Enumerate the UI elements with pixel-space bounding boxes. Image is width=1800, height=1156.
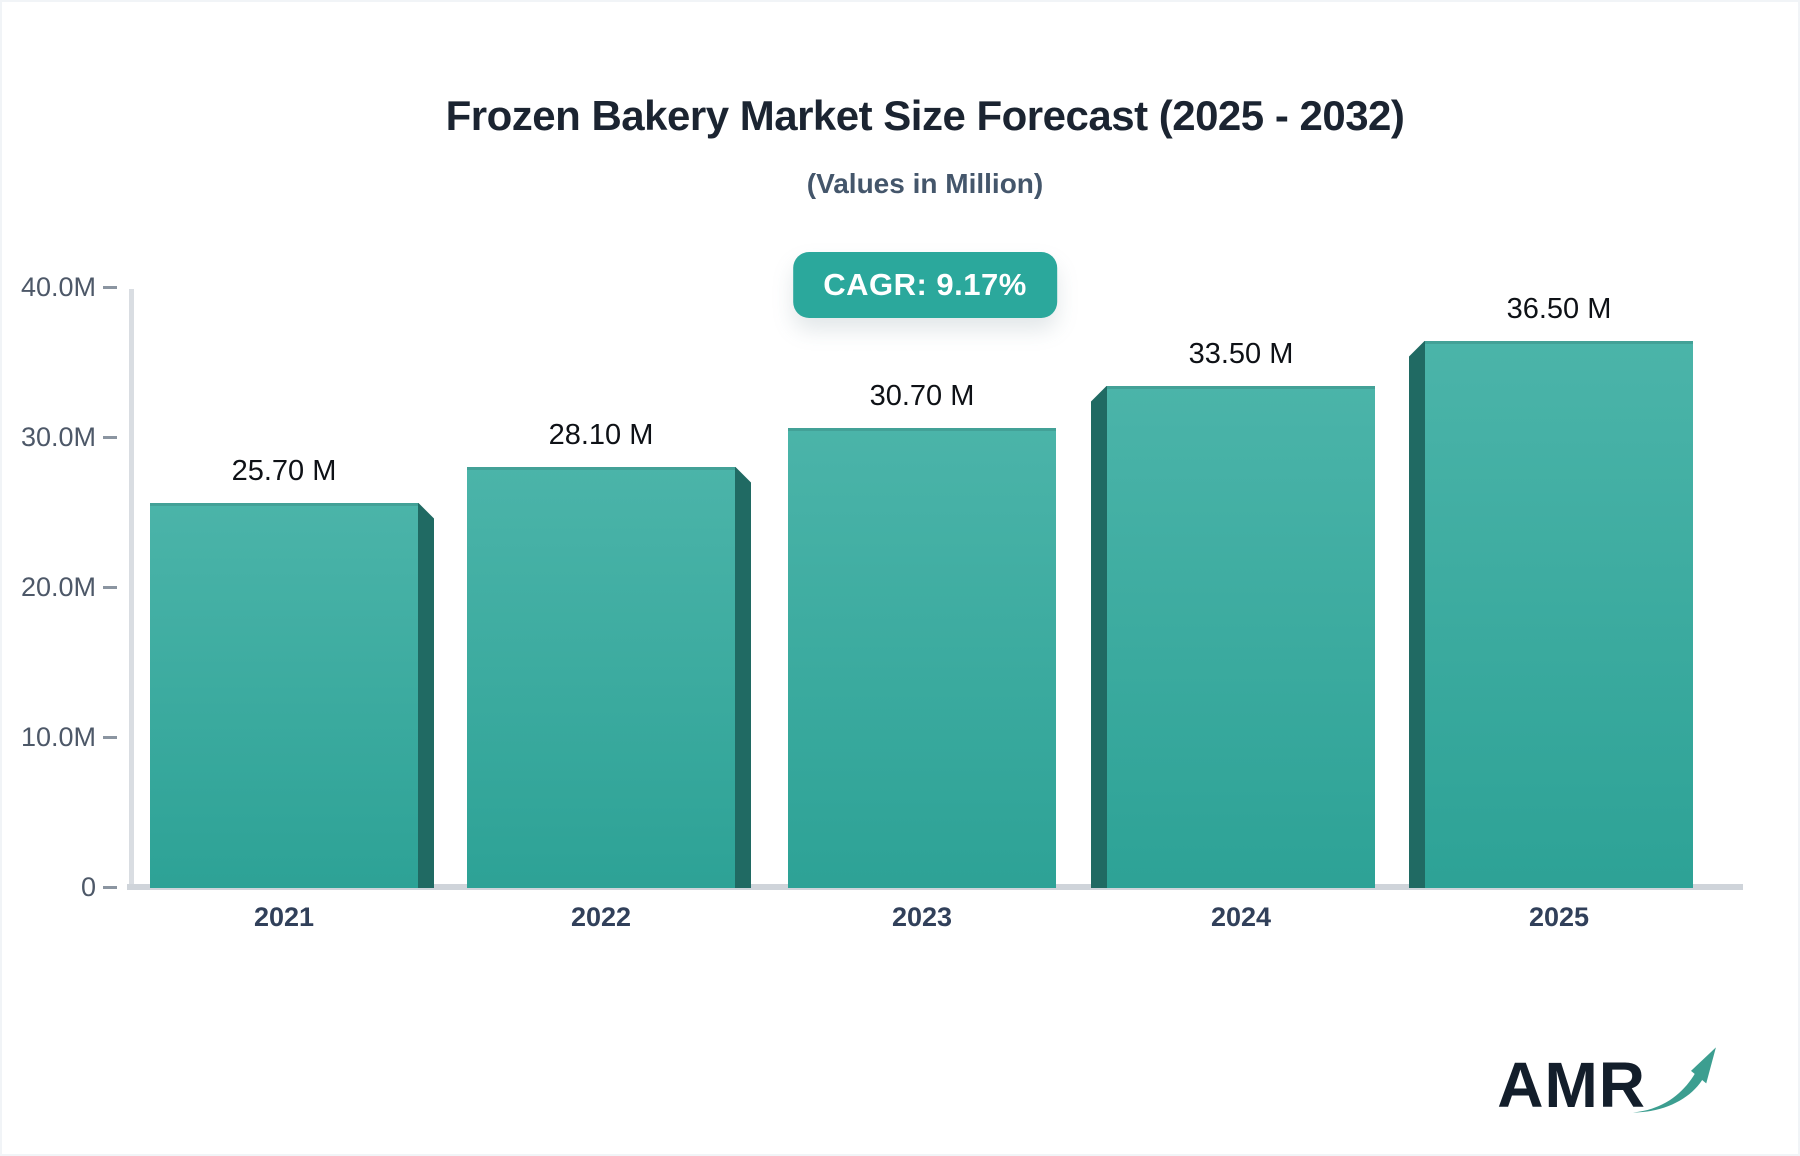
amr-logo: AMR [1497, 1047, 1716, 1121]
bar-2022 [467, 466, 735, 888]
x-label-2021: 2021 [253, 902, 315, 932]
y-tick-mark [103, 736, 117, 739]
y-tick-label: 0 [80, 872, 96, 902]
bar-2022-side-face [735, 466, 751, 888]
bar-2025-side-face [1409, 340, 1425, 888]
value-label-2023: 30.70 M [869, 379, 975, 412]
x-label-2023: 2023 [891, 902, 953, 932]
growth-arrow-icon [1632, 1047, 1716, 1113]
value-label-2025: 36.50 M [1506, 292, 1612, 325]
value-label-2021: 25.70 M [231, 454, 337, 487]
y-tick-label: 10.0M [20, 722, 96, 752]
bar-2021 [150, 502, 418, 888]
bar-2023 [788, 427, 1056, 888]
chart-subtitle: (Values in Million) [806, 168, 1044, 199]
y-axis-line [129, 289, 134, 886]
amr-logo-text: AMR [1497, 1049, 1646, 1121]
x-label-2022: 2022 [570, 902, 632, 932]
x-label-2025: 2025 [1528, 902, 1590, 932]
bar-2021-side-face [418, 502, 434, 888]
y-tick-label: 40.0M [20, 272, 96, 302]
bar-2025 [1425, 340, 1693, 888]
y-tick-label: 20.0M [20, 572, 96, 602]
y-tick-mark [103, 436, 117, 439]
y-tick-mark [103, 286, 117, 289]
bar-2024-side-face [1091, 385, 1107, 888]
y-tick-mark [103, 586, 117, 589]
value-label-2022: 28.10 M [548, 418, 654, 451]
y-tick-mark [103, 886, 117, 889]
cagr-badge: CAGR: 9.17% [793, 252, 1057, 318]
x-label-2024: 2024 [1210, 902, 1272, 932]
chart-title: Frozen Bakery Market Size Forecast (2025… [445, 92, 1405, 139]
value-label-2024: 33.50 M [1188, 337, 1294, 370]
y-tick-label: 30.0M [20, 422, 96, 452]
bar-2024 [1107, 385, 1375, 888]
